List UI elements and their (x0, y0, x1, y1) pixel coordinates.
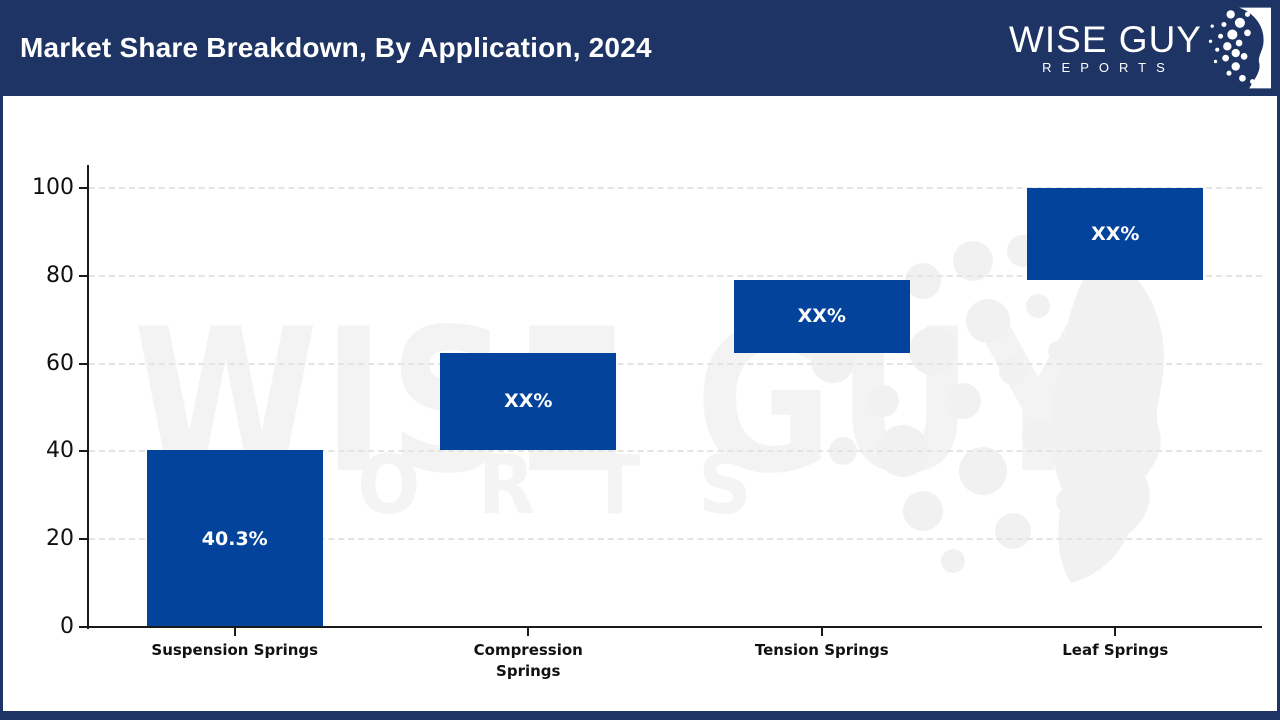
y-tick-label: 80 (46, 262, 74, 288)
bar-value-label: XX% (504, 390, 553, 413)
brand-name: WISE GUY (1008, 19, 1202, 60)
gridline (89, 362, 1262, 365)
brand-logo: WISE GUY REPORTS (1009, 4, 1272, 92)
bar-compression-springs: XX% (440, 353, 617, 450)
gridline (89, 450, 1262, 453)
bar-tension-springs: XX% (733, 279, 910, 354)
x-category-label: Tension Springs (754, 641, 889, 659)
brand-face-icon (1208, 7, 1271, 89)
header-bar: Market Share Breakdown, By Application, … (0, 0, 1280, 96)
bar-value-label: XX% (1091, 222, 1140, 245)
x-category-label: Compression Springs (473, 641, 583, 680)
brand-subname: REPORTS (1042, 60, 1175, 75)
gridline (89, 187, 1262, 189)
x-tick (527, 628, 530, 636)
y-axis-line (87, 165, 89, 629)
y-tick (79, 450, 88, 453)
y-tick (79, 626, 88, 628)
y-tick (79, 362, 88, 365)
y-tick (79, 274, 88, 277)
y-tick-label: 40 (46, 438, 74, 464)
y-tick (79, 187, 88, 189)
y-tick-label: 60 (46, 350, 74, 376)
x-category-label: Leaf Springs (1062, 641, 1169, 659)
bar-value-label: XX% (797, 305, 846, 328)
y-tick-label: 100 (32, 175, 74, 200)
y-tick (79, 538, 88, 541)
x-tick (233, 628, 236, 636)
bar-leaf-springs: XX% (1027, 188, 1204, 280)
gridline (89, 538, 1262, 541)
chart-title: Market Share Breakdown, By Application, … (20, 32, 652, 63)
x-tick (820, 628, 823, 636)
x-tick (1114, 628, 1117, 636)
y-tick-label: 0 (60, 614, 74, 639)
x-category-label: Suspension Springs (151, 641, 319, 659)
x-axis-line (87, 626, 1262, 628)
y-tick-label: 20 (46, 526, 74, 552)
bar-suspension-springs: 40.3% (146, 450, 323, 627)
bar-value-label: 40.3% (201, 527, 268, 550)
gridline (89, 274, 1262, 277)
brand-logo-text: WISE GUY REPORTS (1008, 19, 1202, 76)
